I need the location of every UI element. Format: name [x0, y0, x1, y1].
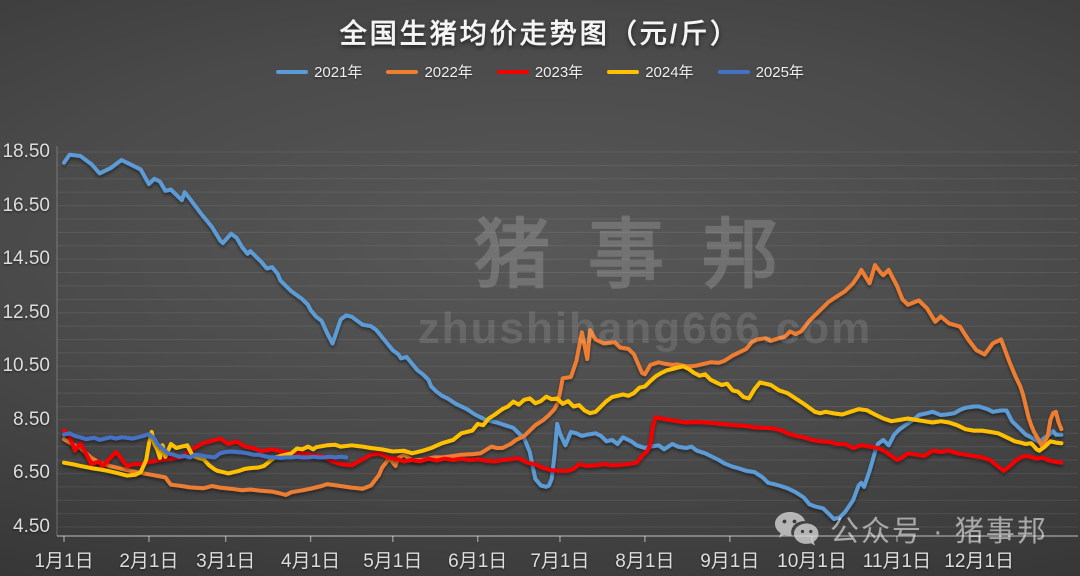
series-line-2021 — [62, 152, 1064, 521]
series-line-2023 — [62, 415, 1064, 473]
y-tick-label: 10.50 — [2, 355, 50, 377]
legend-swatch — [607, 69, 640, 74]
legend-item-2021: 2021年 — [276, 61, 362, 82]
legend-item-2023: 2023年 — [496, 61, 584, 82]
series-line-2025 — [62, 431, 349, 460]
x-tick-label: 5月1日 — [363, 551, 423, 572]
legend-label: 2022年 — [424, 64, 473, 81]
x-tick-label: 1月1日 — [34, 551, 94, 572]
legend-item-2024: 2024年 — [607, 61, 694, 82]
x-tick-label: 10月1日 — [777, 551, 847, 572]
legend-label: 2025年 — [755, 64, 804, 81]
legend-swatch — [717, 69, 750, 74]
y-tick-label: 6.50 — [13, 462, 50, 484]
x-tick-label: 12月1日 — [944, 551, 1015, 572]
series-lines — [62, 152, 1064, 521]
series-line-2024 — [62, 364, 1064, 478]
legend-swatch — [496, 69, 529, 74]
legend: 2021年 2022年 2023年 2024年 2025年 — [0, 61, 1080, 82]
y-tick-label: 12.50 — [2, 301, 50, 323]
legend-label: 2024年 — [645, 64, 694, 81]
bottom-watermark: 公众号 · 猪事邦 — [772, 508, 1048, 550]
x-tick-label: 11月1日 — [862, 551, 932, 572]
x-tick-label: 6月1日 — [448, 551, 508, 572]
legend-swatch — [386, 69, 419, 74]
wechat-icon — [775, 512, 819, 546]
legend-label: 2023年 — [534, 64, 584, 81]
x-tick-label: 4月1日 — [281, 551, 341, 572]
x-tick-label: 3月1日 — [196, 551, 256, 572]
x-tick-label: 9月1日 — [700, 551, 760, 572]
x-tick-label: 8月1日 — [615, 551, 675, 572]
y-tick-label: 4.50 — [13, 516, 50, 537]
legend-label: 2021年 — [314, 64, 363, 81]
x-tick-label: 7月1日 — [530, 551, 590, 572]
y-tick-label: 16.50 — [2, 194, 50, 216]
y-tick-label: 8.50 — [13, 408, 50, 430]
legend-swatch — [276, 69, 309, 74]
y-tick-label: 14.50 — [2, 248, 50, 270]
legend-item-2025: 2025年 — [717, 61, 804, 82]
gridlines — [57, 151, 1078, 528]
bottom-watermark-text: 公众号 · 猪事邦 — [830, 516, 1048, 548]
series-line-2022 — [62, 263, 1064, 497]
legend-item-2022: 2022年 — [386, 61, 473, 82]
chart-title: 全国生猪均价走势图（元/斤） — [339, 19, 741, 49]
x-tick-label: 2月1日 — [119, 551, 179, 572]
y-tick-label: 18.50 — [2, 141, 50, 162]
